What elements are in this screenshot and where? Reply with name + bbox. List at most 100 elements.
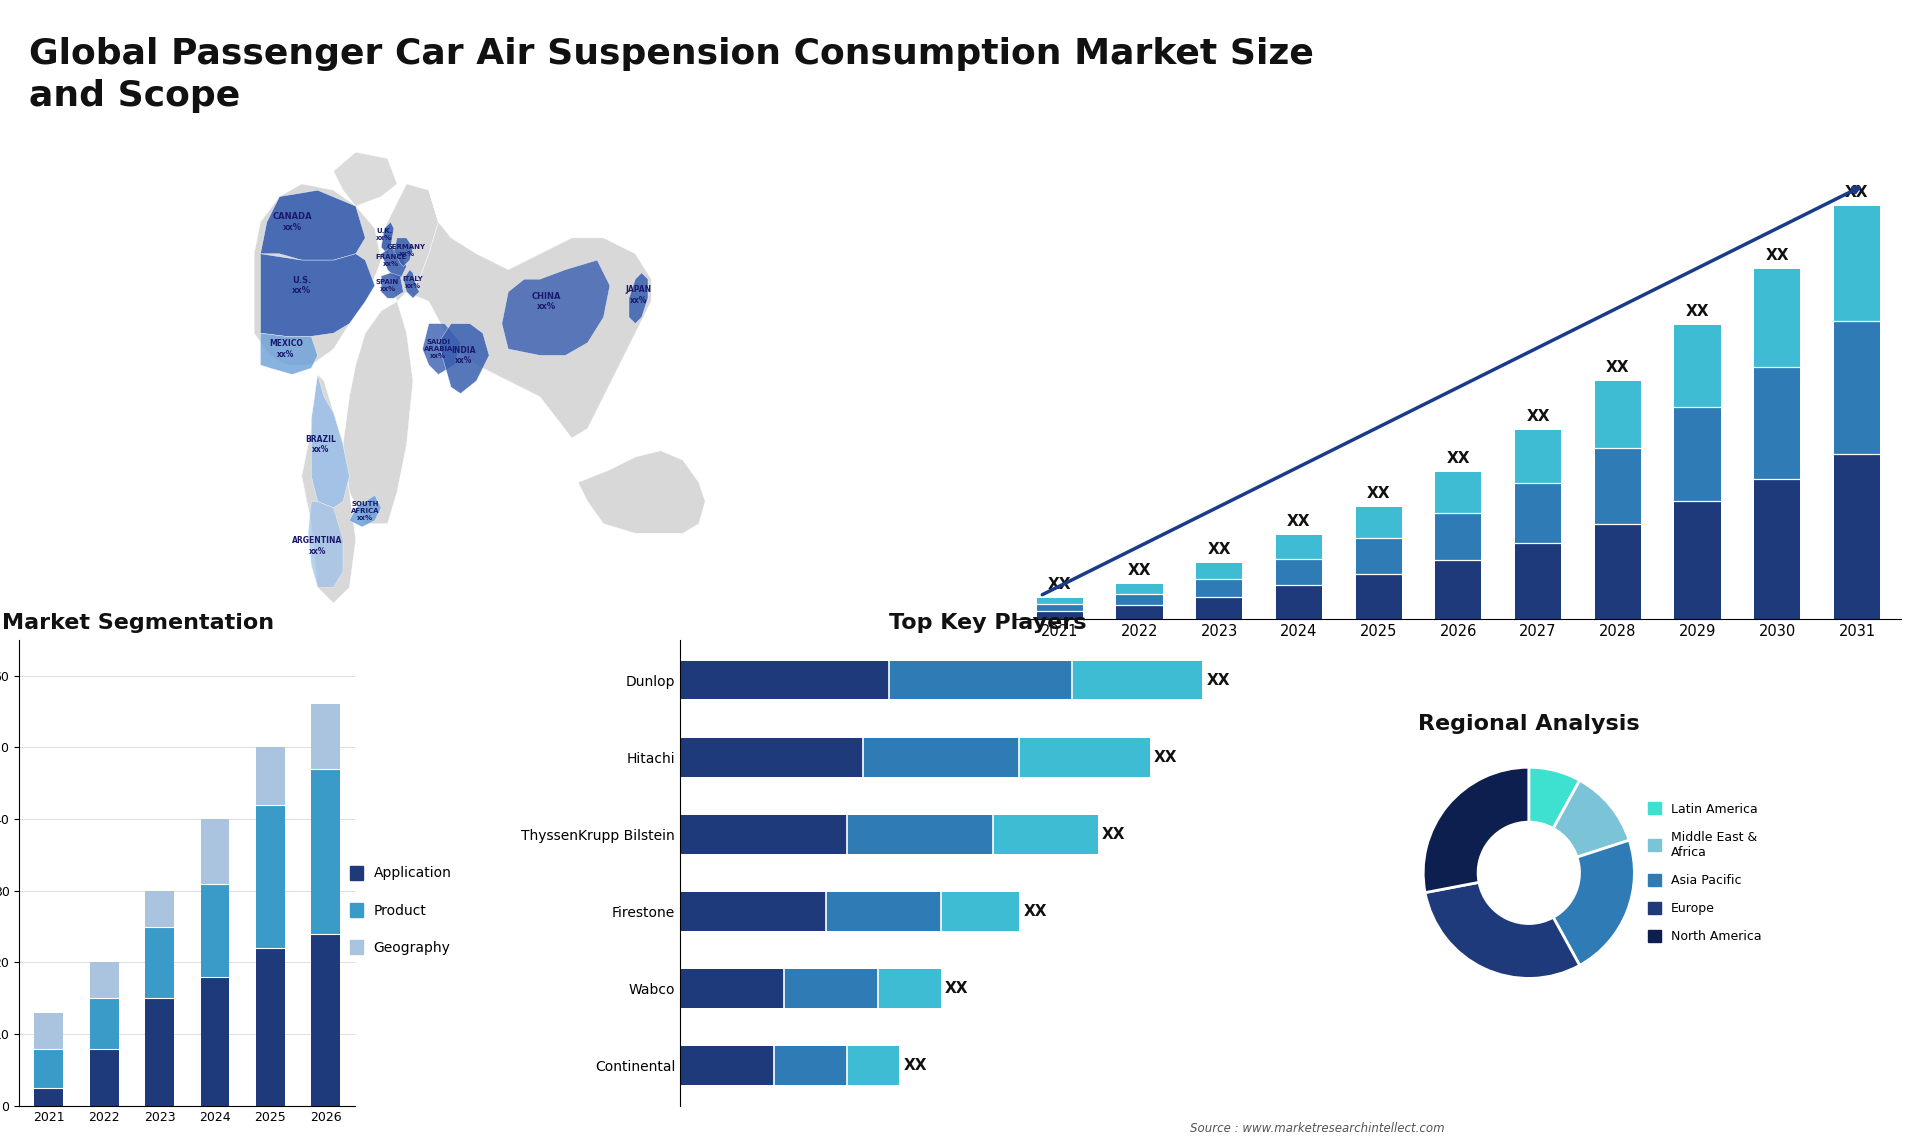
- Polygon shape: [307, 502, 344, 587]
- Bar: [1116, 605, 1164, 619]
- Text: XX: XX: [1048, 578, 1071, 592]
- Bar: [1196, 597, 1242, 619]
- Text: XX: XX: [904, 1058, 927, 1073]
- Polygon shape: [261, 253, 374, 337]
- Bar: [993, 815, 1098, 854]
- Bar: [255, 747, 284, 804]
- Text: XX: XX: [1206, 673, 1229, 688]
- Text: ITALY
xx%: ITALY xx%: [403, 276, 422, 289]
- Text: XX: XX: [1154, 749, 1177, 764]
- Bar: [311, 934, 340, 1106]
- Bar: [1275, 535, 1323, 558]
- Bar: [785, 970, 877, 1007]
- Bar: [1020, 738, 1150, 777]
- Text: XX: XX: [1127, 564, 1152, 579]
- Polygon shape: [382, 248, 407, 280]
- Bar: [1834, 205, 1880, 321]
- Text: XX: XX: [1446, 452, 1471, 466]
- Text: SPAIN
xx%: SPAIN xx%: [376, 278, 399, 292]
- Polygon shape: [394, 238, 413, 267]
- Bar: [680, 1046, 774, 1085]
- Bar: [1116, 584, 1164, 594]
- Bar: [1436, 513, 1482, 560]
- Polygon shape: [422, 323, 461, 375]
- Bar: [90, 1049, 119, 1106]
- Bar: [680, 738, 862, 777]
- Bar: [1037, 611, 1083, 619]
- Wedge shape: [1553, 840, 1634, 965]
- Bar: [35, 1088, 63, 1106]
- Bar: [1674, 324, 1720, 407]
- Bar: [1596, 524, 1642, 619]
- Bar: [774, 1046, 847, 1085]
- Text: XX: XX: [1367, 486, 1390, 501]
- Bar: [1037, 598, 1083, 604]
- Bar: [90, 963, 119, 998]
- Polygon shape: [261, 333, 317, 375]
- Text: GERMANY
xx%: GERMANY xx%: [388, 244, 426, 257]
- Text: XX: XX: [1286, 515, 1311, 529]
- Text: SAUDI
ARABIA
xx%: SAUDI ARABIA xx%: [424, 339, 453, 359]
- Wedge shape: [1425, 882, 1580, 979]
- Bar: [1037, 604, 1083, 611]
- Bar: [1116, 594, 1164, 605]
- Polygon shape: [438, 323, 490, 393]
- Bar: [1436, 472, 1482, 513]
- Bar: [680, 892, 826, 931]
- Bar: [200, 819, 228, 884]
- Polygon shape: [630, 273, 647, 323]
- Bar: [1596, 448, 1642, 524]
- Text: INDIA
xx%: INDIA xx%: [451, 346, 476, 366]
- Bar: [255, 804, 284, 948]
- Bar: [146, 890, 175, 927]
- Text: BRAZIL
xx%: BRAZIL xx%: [305, 434, 336, 454]
- Bar: [1071, 661, 1202, 699]
- Legend: Application, Product, Geography: Application, Product, Geography: [344, 861, 457, 960]
- Bar: [35, 1013, 63, 1049]
- Title: Top Key Players: Top Key Players: [889, 613, 1087, 633]
- Text: XX: XX: [945, 981, 970, 996]
- Polygon shape: [1632, 31, 1753, 127]
- Text: MARKET
RESEARCH
INTELLECT: MARKET RESEARCH INTELLECT: [1772, 58, 1834, 97]
- Bar: [680, 970, 785, 1007]
- Bar: [311, 769, 340, 934]
- Bar: [941, 892, 1020, 931]
- Bar: [1196, 579, 1242, 597]
- Bar: [1356, 539, 1402, 574]
- Polygon shape: [261, 190, 365, 260]
- Bar: [200, 884, 228, 976]
- Bar: [1834, 454, 1880, 619]
- Bar: [847, 1046, 899, 1085]
- Bar: [1196, 563, 1242, 579]
- Polygon shape: [301, 375, 355, 603]
- Text: XX: XX: [1605, 360, 1630, 375]
- Bar: [1356, 507, 1402, 539]
- Text: U.K.
xx%: U.K. xx%: [376, 228, 392, 241]
- Polygon shape: [501, 260, 611, 355]
- Text: MEXICO
xx%: MEXICO xx%: [269, 339, 303, 359]
- Bar: [1515, 430, 1561, 482]
- Text: Market Segmentation: Market Segmentation: [2, 613, 275, 633]
- Text: ARGENTINA
xx%: ARGENTINA xx%: [292, 536, 344, 556]
- Bar: [862, 738, 1020, 777]
- Bar: [35, 1049, 63, 1088]
- Text: U.S.
xx%: U.S. xx%: [292, 276, 311, 296]
- Bar: [1275, 558, 1323, 586]
- Bar: [1755, 268, 1801, 367]
- Legend: Latin America, Middle East &
Africa, Asia Pacific, Europe, North America: Latin America, Middle East & Africa, Asi…: [1644, 798, 1766, 949]
- Bar: [1834, 321, 1880, 454]
- Text: Source : www.marketresearchintellect.com: Source : www.marketresearchintellect.com: [1190, 1122, 1446, 1136]
- Bar: [1515, 543, 1561, 619]
- Text: XX: XX: [1686, 304, 1709, 320]
- Wedge shape: [1423, 767, 1528, 893]
- Bar: [200, 976, 228, 1106]
- Polygon shape: [334, 152, 397, 206]
- Polygon shape: [382, 222, 394, 253]
- Text: SOUTH
AFRICA
xx%: SOUTH AFRICA xx%: [351, 501, 380, 521]
- Bar: [90, 998, 119, 1049]
- Bar: [255, 948, 284, 1106]
- Bar: [680, 815, 847, 854]
- Bar: [1515, 482, 1561, 543]
- Polygon shape: [407, 190, 651, 438]
- Bar: [1356, 574, 1402, 619]
